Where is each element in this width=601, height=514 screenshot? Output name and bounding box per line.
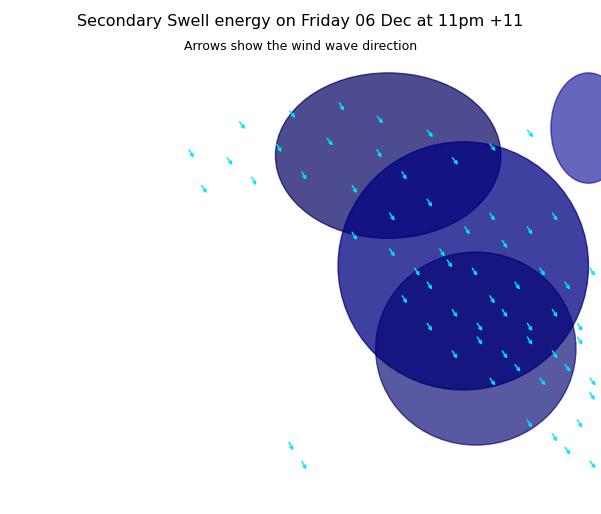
Text: Arrows show the wind wave direction: Arrows show the wind wave direction [184, 40, 417, 52]
Ellipse shape [376, 252, 576, 445]
Ellipse shape [551, 73, 601, 183]
Text: Secondary Swell energy on Friday 06 Dec at 11pm +11: Secondary Swell energy on Friday 06 Dec … [78, 14, 523, 29]
Ellipse shape [338, 142, 588, 390]
Ellipse shape [275, 73, 501, 238]
